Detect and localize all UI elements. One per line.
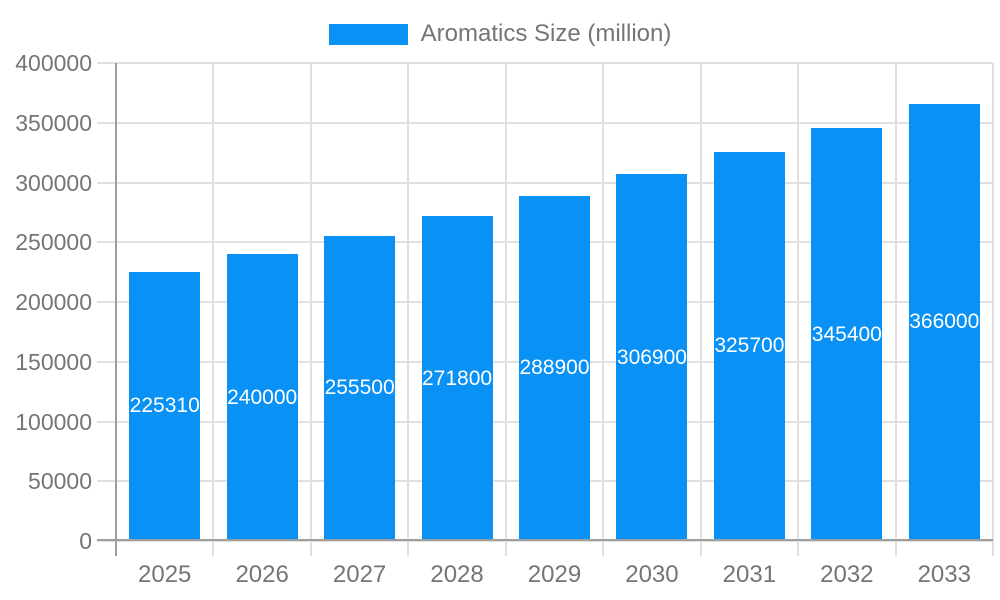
x-axis-tick-label: 2033 <box>917 561 971 588</box>
y-axis-tick-label: 300000 <box>15 169 92 196</box>
x-axis-tick-label: 2025 <box>138 561 192 588</box>
bar <box>226 254 298 539</box>
bar <box>129 271 201 539</box>
x-axis-tick-label: 2029 <box>527 561 582 588</box>
v-gridline <box>894 63 897 556</box>
bar <box>519 195 590 539</box>
y-axis-tick-label: 100000 <box>15 408 92 435</box>
v-gridline <box>699 63 702 556</box>
bar-value-label: 255500 <box>324 376 395 400</box>
bar-value-label: 325700 <box>714 334 785 358</box>
bar <box>421 216 493 539</box>
chart-legend: Aromatics Size (million) <box>0 20 1000 48</box>
v-gridline <box>212 63 215 556</box>
bar <box>908 103 980 539</box>
bar <box>713 151 785 539</box>
h-gridline <box>97 62 993 64</box>
y-axis-tick-label: 200000 <box>15 289 92 315</box>
x-axis-tick-label: 2030 <box>625 561 679 588</box>
bar <box>616 174 688 539</box>
bar-value-label: 306900 <box>616 345 687 369</box>
x-axis-tick-label: 2026 <box>235 561 289 588</box>
v-gridline <box>407 63 410 556</box>
v-gridline <box>309 63 312 556</box>
y-axis-tick-label: 50000 <box>28 468 92 495</box>
y-axis-line <box>115 63 117 556</box>
legend-color-swatch <box>328 23 408 45</box>
h-gridline <box>97 540 993 542</box>
y-axis-tick-label: 0 <box>79 528 92 554</box>
bar-value-label: 288900 <box>519 356 590 380</box>
v-gridline <box>504 63 507 556</box>
v-gridline <box>797 63 800 556</box>
x-axis-tick-label: 2028 <box>430 561 484 588</box>
v-gridline <box>602 63 605 556</box>
x-axis-tick-label: 2032 <box>820 561 874 588</box>
x-axis-tick-label: 2031 <box>722 561 777 588</box>
bar-value-label: 240000 <box>227 385 298 409</box>
y-axis-tick-label: 350000 <box>15 109 92 136</box>
bar <box>324 235 396 539</box>
bar-value-label: 225310 <box>129 394 200 418</box>
y-axis-tick-label: 150000 <box>15 348 92 375</box>
bar <box>811 128 883 539</box>
y-axis-tick-label: 400000 <box>15 50 92 76</box>
bar-value-label: 271800 <box>422 366 493 390</box>
x-axis-line <box>97 539 993 541</box>
y-axis-tick-label: 250000 <box>15 229 92 256</box>
bar-value-label: 345400 <box>811 322 882 346</box>
legend-series-label: Aromatics Size (million) <box>420 20 672 47</box>
x-axis-tick-label: 2027 <box>332 561 387 588</box>
bar-value-label: 366000 <box>909 310 980 334</box>
h-gridline <box>97 181 993 184</box>
h-gridline <box>97 121 993 124</box>
v-gridline <box>992 63 994 556</box>
